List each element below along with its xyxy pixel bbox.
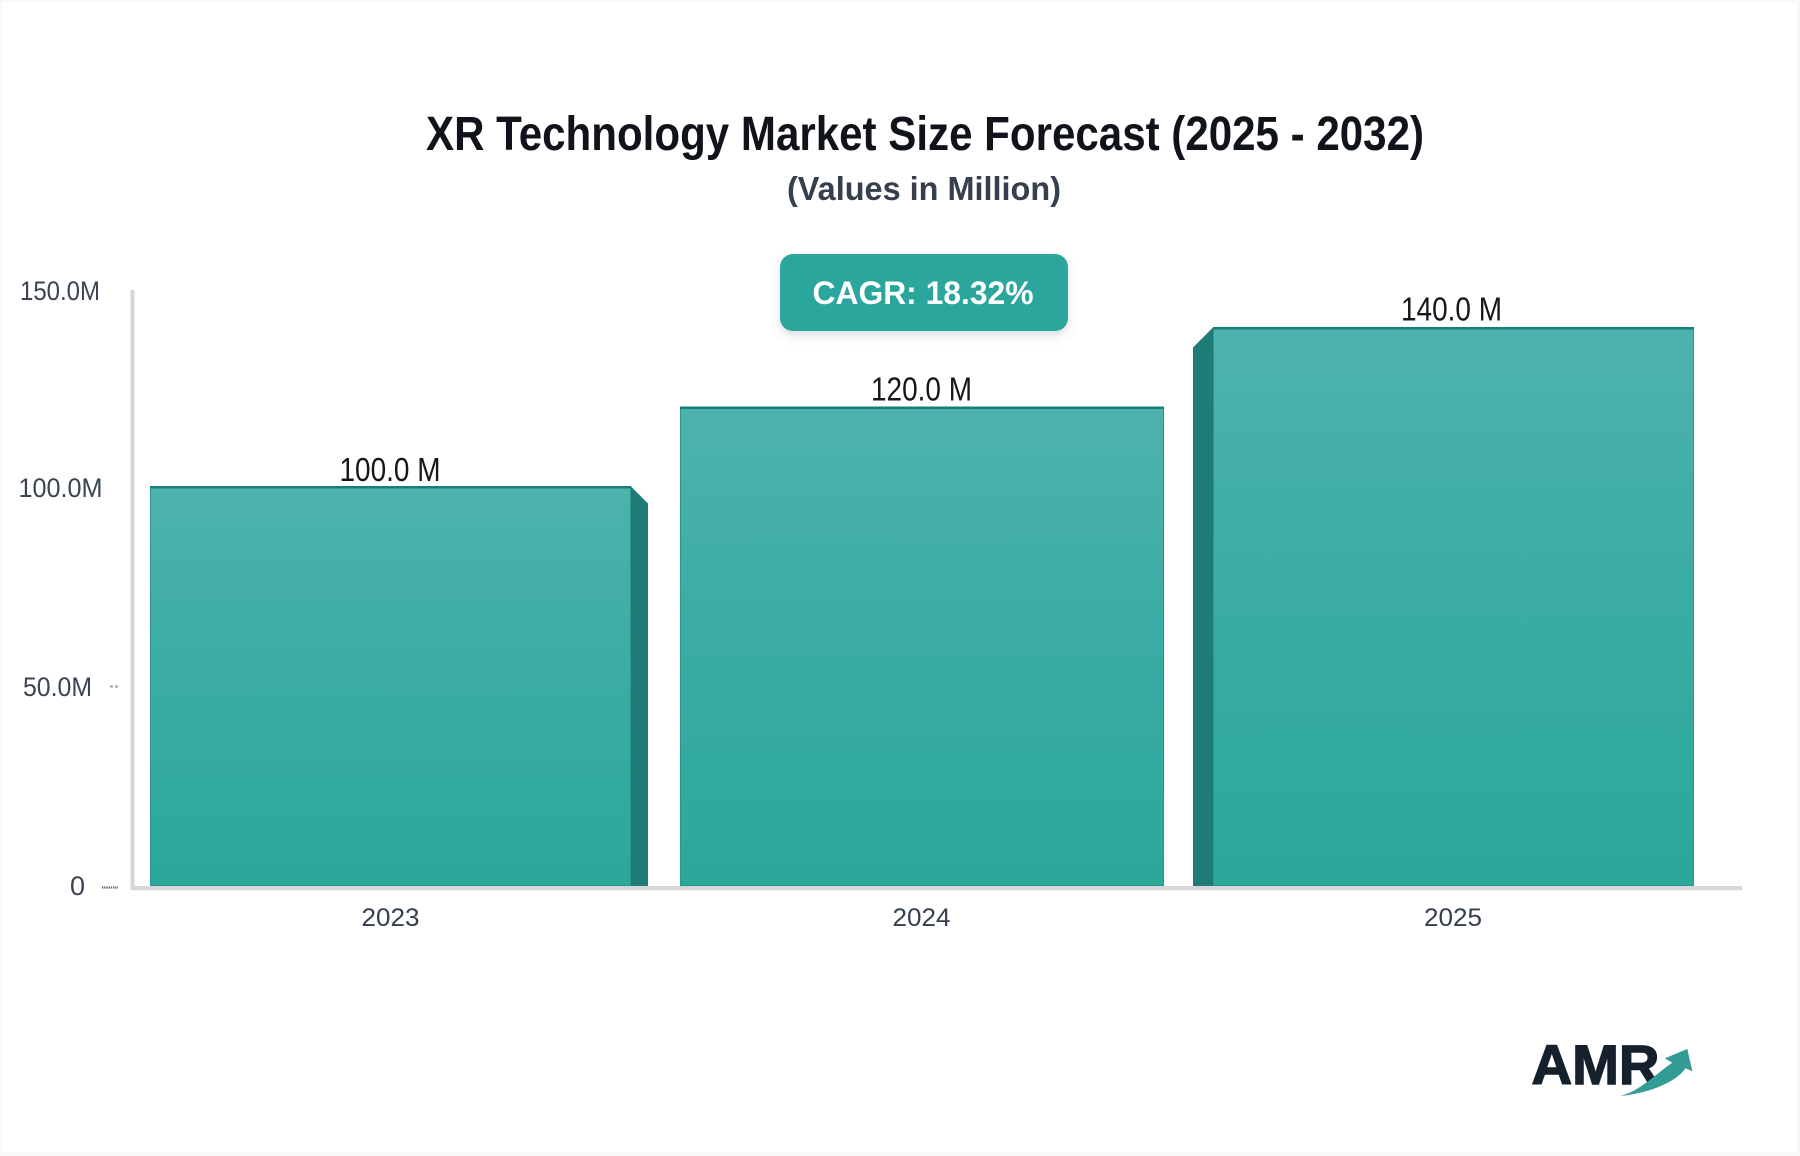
svg-text:2025: 2025 xyxy=(1424,904,1482,932)
svg-text:50.0M: 50.0M xyxy=(23,672,92,702)
svg-text:XR Technology Market Size Fore: XR Technology Market Size Forecast (2025… xyxy=(426,108,1424,161)
svg-text:120.0 M: 120.0 M xyxy=(871,371,972,408)
svg-text:CAGR: 18.32%: CAGR: 18.32% xyxy=(813,275,1034,311)
svg-text:0: 0 xyxy=(70,871,85,901)
svg-text:100.0M: 100.0M xyxy=(19,473,103,503)
svg-text:150.0M: 150.0M xyxy=(20,276,100,306)
svg-text:(Values in Million): (Values in Million) xyxy=(787,170,1061,207)
svg-text:140.0 M: 140.0 M xyxy=(1401,291,1502,328)
svg-text:2023: 2023 xyxy=(362,904,420,932)
svg-text:100.0 M: 100.0 M xyxy=(340,451,441,488)
svg-text:AMR: AMR xyxy=(1532,1033,1660,1096)
svg-text:2024: 2024 xyxy=(893,904,951,932)
